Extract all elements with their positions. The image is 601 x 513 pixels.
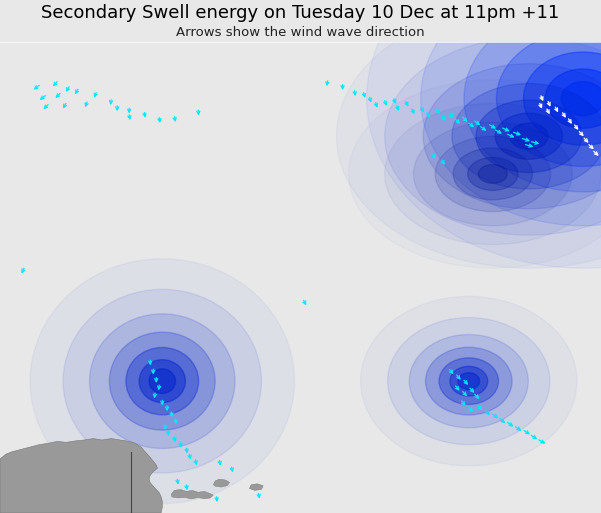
- Text: Arrows show the wind wave direction: Arrows show the wind wave direction: [176, 26, 425, 40]
- Polygon shape: [249, 484, 263, 490]
- Ellipse shape: [413, 122, 572, 226]
- Ellipse shape: [409, 334, 528, 428]
- Ellipse shape: [388, 318, 550, 445]
- Ellipse shape: [450, 366, 488, 396]
- Polygon shape: [213, 479, 230, 487]
- Ellipse shape: [478, 165, 507, 183]
- Ellipse shape: [458, 372, 480, 389]
- Ellipse shape: [149, 369, 175, 393]
- Ellipse shape: [109, 332, 215, 430]
- Ellipse shape: [367, 0, 601, 268]
- Ellipse shape: [90, 314, 235, 448]
- Ellipse shape: [63, 289, 261, 473]
- Ellipse shape: [452, 84, 601, 189]
- Ellipse shape: [423, 64, 601, 209]
- Ellipse shape: [464, 5, 601, 192]
- Ellipse shape: [561, 82, 601, 115]
- Ellipse shape: [468, 157, 518, 190]
- Ellipse shape: [139, 360, 185, 403]
- Ellipse shape: [439, 358, 499, 404]
- Text: Secondary Swell energy on Tuesday 10 Dec at 11pm +11: Secondary Swell energy on Tuesday 10 Dec…: [41, 5, 560, 23]
- Ellipse shape: [523, 52, 601, 145]
- Ellipse shape: [421, 0, 601, 226]
- Polygon shape: [0, 439, 162, 513]
- Ellipse shape: [496, 31, 601, 166]
- Ellipse shape: [435, 136, 551, 211]
- Ellipse shape: [476, 100, 582, 172]
- Ellipse shape: [453, 148, 532, 200]
- Ellipse shape: [510, 123, 548, 149]
- Ellipse shape: [385, 37, 601, 235]
- Ellipse shape: [495, 113, 563, 160]
- Ellipse shape: [126, 347, 198, 415]
- Ellipse shape: [426, 347, 512, 415]
- Polygon shape: [171, 489, 213, 499]
- Ellipse shape: [545, 69, 601, 128]
